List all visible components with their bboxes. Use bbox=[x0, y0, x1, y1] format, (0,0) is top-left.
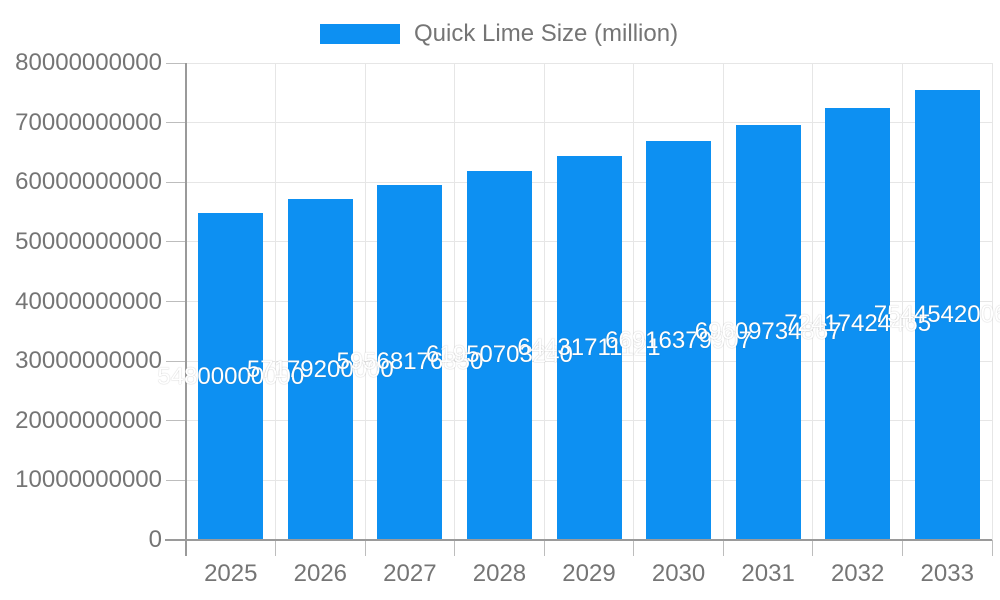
x-gridline bbox=[991, 63, 993, 540]
y-tick bbox=[166, 420, 186, 422]
bar-value-label: 59568176850 bbox=[336, 348, 484, 376]
bar-2031[interactable] bbox=[735, 124, 801, 540]
y-axis-label: 30000000000 bbox=[15, 347, 162, 375]
x-tick bbox=[901, 540, 903, 556]
x-axis-label: 2028 bbox=[472, 560, 527, 587]
bar-value-label: 61950703240 bbox=[426, 341, 573, 369]
bar-value-label: 64431711121 bbox=[517, 333, 661, 361]
y-tick bbox=[166, 122, 186, 124]
x-tick bbox=[543, 540, 545, 556]
x-tick bbox=[812, 540, 814, 556]
bar-value-label: 57179200000 bbox=[246, 355, 394, 383]
bar-value-label: 69609734867 bbox=[694, 318, 842, 346]
y-tick bbox=[166, 62, 186, 64]
y-axis-label: 60000000000 bbox=[15, 168, 162, 196]
y-tick bbox=[166, 360, 186, 362]
x-axis-label: 2030 bbox=[651, 560, 706, 587]
x-gridline bbox=[454, 63, 456, 540]
y-axis-label: 0 bbox=[148, 526, 162, 553]
y-gridline bbox=[186, 62, 992, 64]
x-axis-label: 2031 bbox=[741, 560, 795, 587]
x-tick bbox=[275, 540, 277, 556]
bar-2029[interactable] bbox=[556, 155, 622, 540]
x-axis-label: 2032 bbox=[830, 560, 885, 587]
bar-value-label: 66916379907 bbox=[605, 326, 752, 354]
bar-value-label: 54800000000 bbox=[157, 362, 305, 390]
x-tick bbox=[364, 540, 366, 556]
x-tick bbox=[722, 540, 724, 556]
legend-label: Quick Lime Size (million) bbox=[414, 20, 679, 47]
bar-value-label: 75445420065 bbox=[873, 301, 1000, 329]
x-axis-line bbox=[165, 539, 992, 541]
y-axis-label: 20000000000 bbox=[15, 406, 162, 434]
y-tick bbox=[166, 301, 186, 302]
y-axis-label: 70000000000 bbox=[15, 108, 162, 136]
x-gridline bbox=[633, 63, 635, 540]
x-axis-label: 2025 bbox=[204, 560, 258, 587]
bar-2025[interactable] bbox=[198, 213, 264, 540]
y-axis-label: 50000000000 bbox=[15, 227, 162, 255]
bar-2027[interactable] bbox=[377, 184, 443, 540]
x-gridline bbox=[901, 63, 903, 540]
x-gridline bbox=[543, 63, 545, 540]
bar-2026[interactable] bbox=[287, 199, 353, 540]
x-axis-label: 2029 bbox=[562, 560, 616, 587]
y-tick bbox=[166, 479, 186, 481]
bar-value-label: 72417424465 bbox=[784, 310, 932, 338]
y-gridline bbox=[186, 122, 992, 124]
x-gridline bbox=[275, 63, 277, 540]
x-axis-label: 2026 bbox=[293, 560, 348, 587]
y-axis-label: 80000000000 bbox=[15, 49, 162, 76]
bar-2033[interactable] bbox=[914, 90, 980, 540]
bar-2032[interactable] bbox=[825, 108, 891, 540]
x-gridline bbox=[722, 63, 724, 540]
y-tick bbox=[166, 181, 186, 183]
x-tick bbox=[454, 540, 456, 556]
bar-2030[interactable] bbox=[646, 141, 712, 540]
legend-item[interactable]: Quick Lime Size (million) bbox=[320, 19, 678, 49]
x-axis-label: 2027 bbox=[383, 560, 437, 587]
x-gridline bbox=[812, 63, 814, 540]
y-tick bbox=[166, 241, 186, 243]
legend-swatch bbox=[320, 24, 400, 44]
y-axis-label: 40000000000 bbox=[15, 287, 162, 315]
x-tick bbox=[991, 540, 993, 556]
x-axis-label: 2033 bbox=[920, 560, 974, 587]
x-tick bbox=[633, 540, 635, 556]
y-axis-line bbox=[185, 63, 187, 556]
bar-2028[interactable] bbox=[466, 170, 532, 540]
y-axis-label: 10000000000 bbox=[15, 466, 162, 494]
x-gridline bbox=[364, 63, 366, 540]
